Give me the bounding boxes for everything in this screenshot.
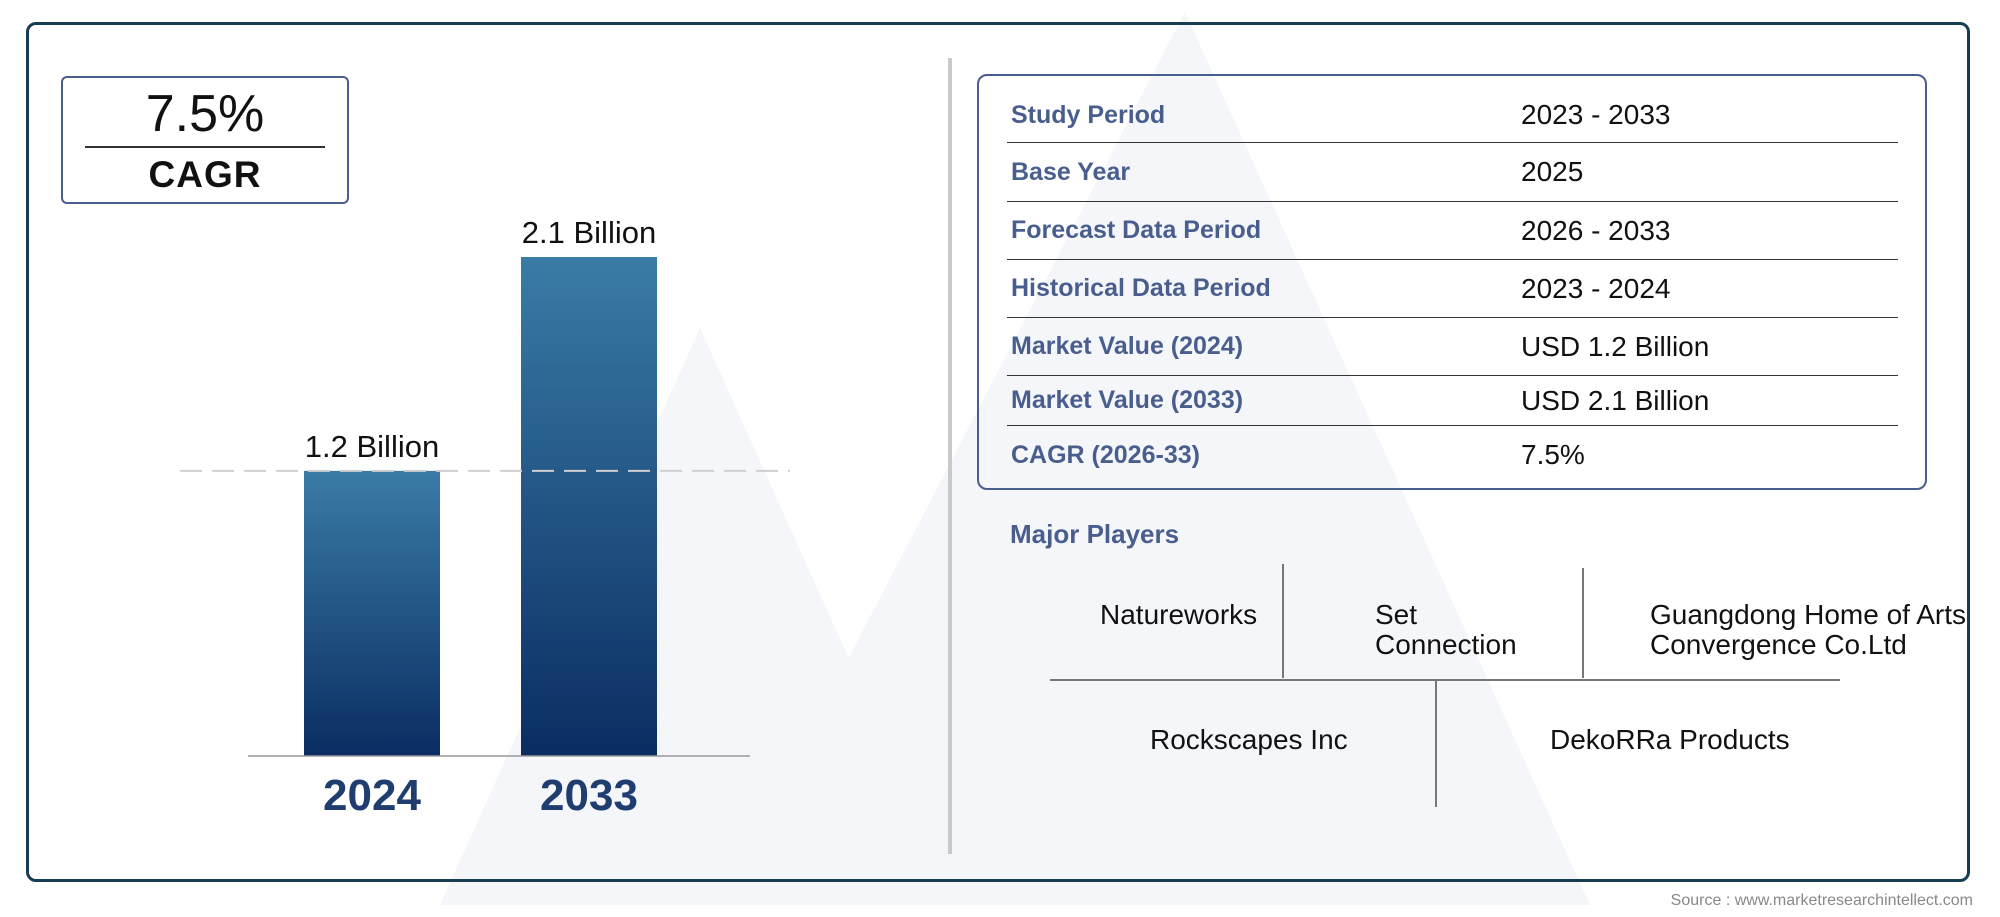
source-note: Source : www.marketresearchintellect.com — [1670, 892, 1973, 909]
summary-value: 2023 - 2033 — [1521, 99, 1671, 130]
summary-label: Study Period — [1011, 100, 1166, 129]
bar-value-label: 1.2 Billion — [305, 429, 439, 464]
player-name: Natureworks — [1100, 599, 1258, 630]
summary-label: Market Value (2024) — [1011, 332, 1244, 360]
summary-label: Historical Data Period — [1011, 274, 1271, 302]
player-name: Set Connection — [1375, 599, 1517, 660]
summary-table: Study Period 2023 - 2033 Base Year 2025 … — [977, 74, 1927, 490]
summary-label: Base Year — [1011, 157, 1131, 186]
summary-label: Forecast Data Period — [1011, 216, 1262, 244]
players-divider — [1435, 680, 1437, 807]
summary-row: Market Value (2033) USD 2.1 Billion — [1007, 376, 1898, 426]
category-label: 2024 — [323, 771, 421, 820]
summary-row: Market Value (2024) USD 1.2 Billion — [1007, 318, 1898, 376]
summary-value: 7.5% — [1521, 439, 1585, 470]
major-players-title: Major Players — [1010, 519, 1180, 549]
summary-row: Study Period 2023 - 2033 — [1007, 88, 1898, 143]
bar-2024 — [304, 470, 440, 756]
summary-row: CAGR (2026-33) 7.5% — [1007, 426, 1898, 484]
summary-value: USD 2.1 Billion — [1521, 384, 1710, 416]
bar-2033 — [521, 257, 657, 756]
summary-value: 2025 — [1521, 156, 1584, 187]
player-name: Rockscapes Inc — [1150, 724, 1348, 755]
panel-divider — [948, 58, 952, 854]
player-name: Guangdong Home of Arts Convergence Co.Lt… — [1650, 599, 1966, 660]
bar-value-label: 2.1 Billion — [522, 215, 656, 250]
summary-label: CAGR (2026-33) — [1011, 440, 1200, 469]
players-divider — [1050, 679, 1840, 681]
summary-value: USD 1.2 Billion — [1521, 330, 1710, 362]
player-name: DekoRRa Products — [1550, 724, 1790, 755]
bar-chart: 1.2 Billion 2024 2.1 Billion 2033 — [180, 215, 790, 820]
summary-row: Historical Data Period 2023 - 2024 — [1007, 260, 1898, 318]
summary-row: Forecast Data Period 2026 - 2033 — [1007, 202, 1898, 260]
cagr-value: 7.5% — [145, 85, 265, 143]
summary-row: Base Year 2025 — [1007, 143, 1898, 202]
category-label: 2033 — [540, 771, 638, 820]
cagr-label: CAGR — [148, 154, 262, 195]
cagr-divider — [85, 146, 325, 148]
content-frame — [26, 22, 1970, 882]
players-divider — [1582, 568, 1584, 678]
summary-label: Market Value (2033) — [1011, 386, 1244, 414]
players-divider — [1282, 564, 1284, 678]
cagr-badge: 7.5% CAGR — [61, 76, 349, 204]
summary-value: 2026 - 2033 — [1521, 214, 1671, 246]
summary-value: 2023 - 2024 — [1521, 272, 1671, 304]
